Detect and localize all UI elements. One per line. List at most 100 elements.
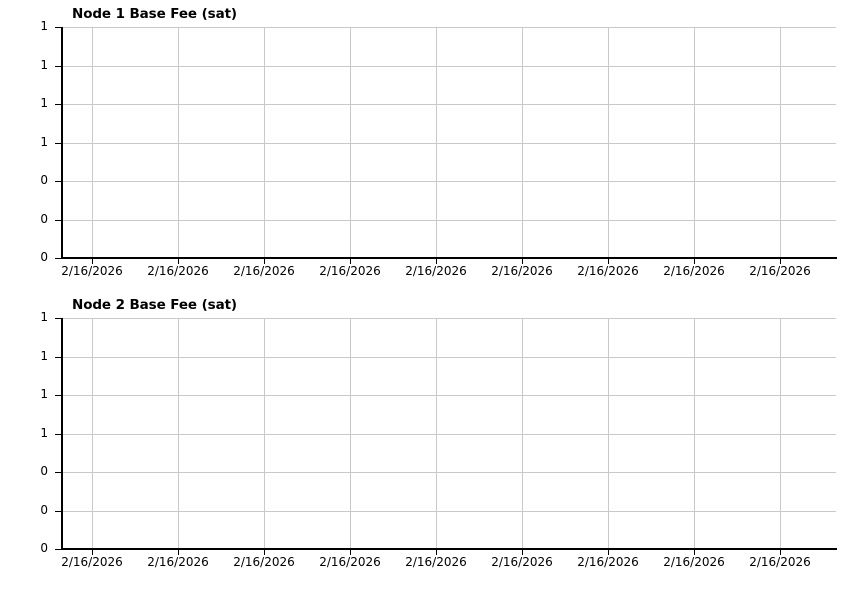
y-axis-line bbox=[61, 318, 63, 550]
x-axis-tick-label: 2/16/2026 bbox=[147, 555, 209, 569]
y-axis-tick-label: 0 bbox=[40, 541, 48, 555]
y-axis-tick bbox=[55, 395, 62, 396]
y-axis-tick-label: 1 bbox=[40, 349, 48, 363]
gridline-vertical bbox=[780, 27, 781, 258]
y-axis-tick-label: 1 bbox=[40, 387, 48, 401]
plot-area bbox=[62, 318, 836, 550]
x-axis-tick-label: 2/16/2026 bbox=[233, 264, 295, 278]
x-axis-tick-label: 2/16/2026 bbox=[61, 264, 123, 278]
x-axis-tick-label: 2/16/2026 bbox=[319, 555, 381, 569]
gridline-vertical bbox=[608, 318, 609, 549]
gridline-horizontal bbox=[62, 357, 836, 358]
gridline-vertical bbox=[350, 27, 351, 258]
y-axis-tick bbox=[55, 549, 62, 550]
x-axis-tick-label: 2/16/2026 bbox=[491, 264, 553, 278]
x-axis-tick bbox=[608, 550, 609, 555]
y-axis-tick-label: 1 bbox=[40, 96, 48, 110]
y-axis-tick-label: 0 bbox=[40, 173, 48, 187]
x-axis-tick-label: 2/16/2026 bbox=[61, 555, 123, 569]
x-axis-tick bbox=[694, 259, 695, 264]
x-axis-tick bbox=[436, 550, 437, 555]
x-axis-tick bbox=[350, 259, 351, 264]
gridline-horizontal bbox=[62, 511, 836, 512]
chart-title: Node 1 Base Fee (sat) bbox=[72, 6, 238, 22]
gridline-vertical bbox=[694, 318, 695, 549]
gridline-horizontal bbox=[62, 220, 836, 221]
x-axis-tick bbox=[264, 550, 265, 555]
gridline-horizontal bbox=[62, 434, 836, 435]
x-axis-line bbox=[61, 548, 837, 550]
y-axis-tick bbox=[55, 318, 62, 319]
chart-panel-node-1: Node 1 Base Fee (sat) 1 1 1 1 0 0 0 2/16/2026 2… bbox=[0, 0, 860, 290]
gridline-horizontal bbox=[62, 318, 836, 319]
gridline-horizontal bbox=[62, 181, 836, 182]
x-axis-tick bbox=[92, 259, 93, 264]
x-axis-tick-label: 2/16/2026 bbox=[663, 264, 725, 278]
gridline-vertical bbox=[608, 27, 609, 258]
x-axis-tick bbox=[780, 550, 781, 555]
y-axis-tick bbox=[55, 104, 62, 105]
x-axis-tick-label: 2/16/2026 bbox=[749, 264, 811, 278]
gridline-vertical bbox=[694, 27, 695, 258]
x-axis-tick bbox=[522, 259, 523, 264]
x-axis-tick-label: 2/16/2026 bbox=[491, 555, 553, 569]
y-axis-tick-label: 0 bbox=[40, 503, 48, 517]
gridline-vertical bbox=[178, 318, 179, 549]
x-axis-tick bbox=[350, 550, 351, 555]
y-axis-tick-label: 0 bbox=[40, 464, 48, 478]
y-axis-tick bbox=[55, 258, 62, 259]
gridline-horizontal bbox=[62, 143, 836, 144]
chart-title: Node 2 Base Fee (sat) bbox=[72, 297, 238, 313]
chart-panel-node-2: Node 2 Base Fee (sat) 1 1 1 1 0 0 0 2/16/2026 2… bbox=[0, 291, 860, 581]
y-axis-tick bbox=[55, 357, 62, 358]
y-axis-tick-label: 1 bbox=[40, 310, 48, 324]
x-axis-tick-label: 2/16/2026 bbox=[577, 555, 639, 569]
y-axis-tick-label: 0 bbox=[40, 250, 48, 264]
y-axis-line bbox=[61, 27, 63, 259]
gridline-horizontal bbox=[62, 395, 836, 396]
gridline-vertical bbox=[264, 27, 265, 258]
y-axis-tick bbox=[55, 434, 62, 435]
x-axis-tick-label: 2/16/2026 bbox=[749, 555, 811, 569]
x-axis-tick bbox=[92, 550, 93, 555]
y-axis-tick bbox=[55, 220, 62, 221]
gridline-vertical bbox=[522, 27, 523, 258]
y-axis-tick-label: 1 bbox=[40, 426, 48, 440]
plot-area bbox=[62, 27, 836, 259]
y-axis-tick-label: 0 bbox=[40, 212, 48, 226]
gridline-vertical bbox=[780, 318, 781, 549]
y-axis-tick bbox=[55, 472, 62, 473]
x-axis-tick bbox=[780, 259, 781, 264]
x-axis-tick bbox=[436, 259, 437, 264]
x-axis-tick-label: 2/16/2026 bbox=[405, 555, 467, 569]
gridline-horizontal bbox=[62, 66, 836, 67]
x-axis-tick bbox=[694, 550, 695, 555]
x-axis-tick-label: 2/16/2026 bbox=[147, 264, 209, 278]
y-axis-tick bbox=[55, 66, 62, 67]
gridline-vertical bbox=[350, 318, 351, 549]
y-axis-tick-label: 1 bbox=[40, 19, 48, 33]
y-axis-tick-label: 1 bbox=[40, 135, 48, 149]
gridline-vertical bbox=[436, 318, 437, 549]
gridline-vertical bbox=[522, 318, 523, 549]
y-axis-tick bbox=[55, 181, 62, 182]
x-axis-tick bbox=[178, 550, 179, 555]
y-axis-tick bbox=[55, 27, 62, 28]
x-axis-tick-label: 2/16/2026 bbox=[663, 555, 725, 569]
x-axis-tick bbox=[608, 259, 609, 264]
x-axis-tick-label: 2/16/2026 bbox=[405, 264, 467, 278]
gridline-vertical bbox=[436, 27, 437, 258]
y-axis-tick bbox=[55, 143, 62, 144]
x-axis-tick-label: 2/16/2026 bbox=[319, 264, 381, 278]
x-axis-tick-label: 2/16/2026 bbox=[577, 264, 639, 278]
gridline-vertical bbox=[92, 27, 93, 258]
gridline-vertical bbox=[264, 318, 265, 549]
gridline-horizontal bbox=[62, 104, 836, 105]
x-axis-tick bbox=[264, 259, 265, 264]
x-axis-tick bbox=[178, 259, 179, 264]
gridline-horizontal bbox=[62, 472, 836, 473]
gridline-vertical bbox=[92, 318, 93, 549]
x-axis-tick-label: 2/16/2026 bbox=[233, 555, 295, 569]
y-axis-tick-label: 1 bbox=[40, 58, 48, 72]
